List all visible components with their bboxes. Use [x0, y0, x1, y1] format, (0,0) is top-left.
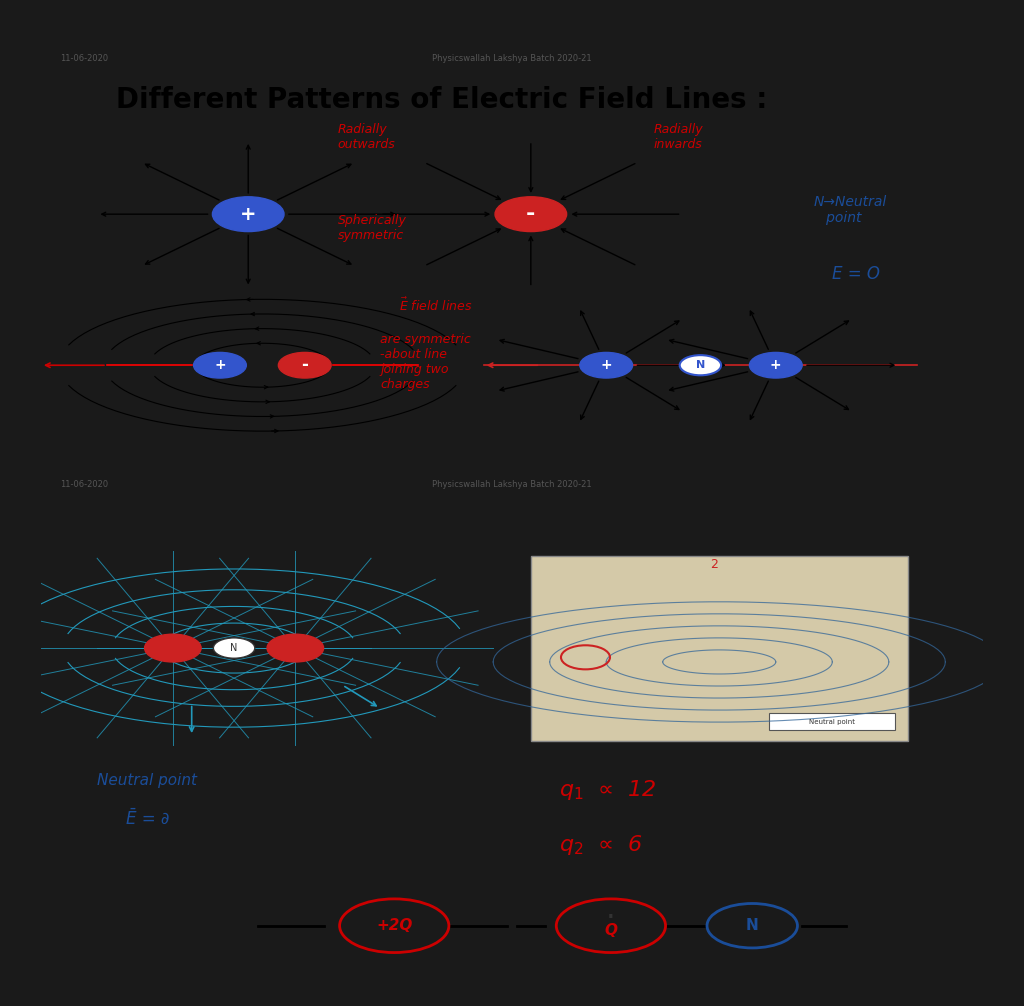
Text: Physicswallah Lakshya Batch 2020-21: Physicswallah Lakshya Batch 2020-21 [432, 480, 592, 489]
Circle shape [279, 352, 331, 378]
Text: 11-06-2020: 11-06-2020 [59, 480, 108, 489]
Text: Radially
outwards: Radially outwards [338, 123, 395, 151]
Text: Ē = ∂: Ē = ∂ [126, 810, 169, 828]
Text: N→Neutral
   point: N→Neutral point [813, 194, 887, 224]
Text: -: - [526, 204, 536, 224]
Circle shape [495, 197, 566, 231]
Text: $q_1$  ∝  12: $q_1$ ∝ 12 [559, 778, 656, 802]
Text: +: + [240, 204, 256, 223]
Circle shape [680, 355, 721, 375]
Text: +: + [600, 358, 612, 372]
Text: $\vec{E}$ field lines: $\vec{E}$ field lines [399, 297, 472, 314]
Circle shape [750, 352, 802, 378]
Text: 11-06-2020: 11-06-2020 [59, 54, 108, 63]
Circle shape [194, 352, 247, 378]
Text: Radially
inwards: Radially inwards [653, 123, 702, 151]
Circle shape [144, 634, 201, 662]
Text: Spherically
symmetric: Spherically symmetric [338, 214, 407, 242]
Text: $q_2$  ∝  6: $q_2$ ∝ 6 [559, 833, 643, 857]
Text: 2: 2 [711, 558, 719, 571]
Text: E = O: E = O [833, 265, 881, 283]
Text: Neutral point: Neutral point [809, 718, 855, 724]
Text: ·: · [606, 904, 615, 934]
FancyBboxPatch shape [769, 713, 895, 730]
Text: Different Patterns of Electric Field Lines :: Different Patterns of Electric Field Lin… [117, 87, 768, 114]
Text: Q: Q [604, 923, 617, 938]
Text: N: N [695, 360, 706, 370]
Text: are symmetric
-about line
joining two
charges: are symmetric -about line joining two ch… [380, 333, 471, 391]
Text: Neutral point: Neutral point [97, 773, 198, 788]
Text: +: + [770, 358, 781, 372]
Circle shape [213, 638, 255, 658]
Text: +: + [214, 358, 225, 372]
Text: +2Q: +2Q [376, 918, 413, 934]
Circle shape [212, 197, 284, 231]
Circle shape [267, 634, 324, 662]
Text: Physicswallah Lakshya Batch 2020-21: Physicswallah Lakshya Batch 2020-21 [432, 54, 592, 63]
Text: -: - [301, 356, 308, 374]
FancyBboxPatch shape [530, 555, 907, 740]
Text: N: N [745, 918, 759, 934]
Circle shape [580, 352, 633, 378]
Text: N: N [230, 643, 238, 653]
